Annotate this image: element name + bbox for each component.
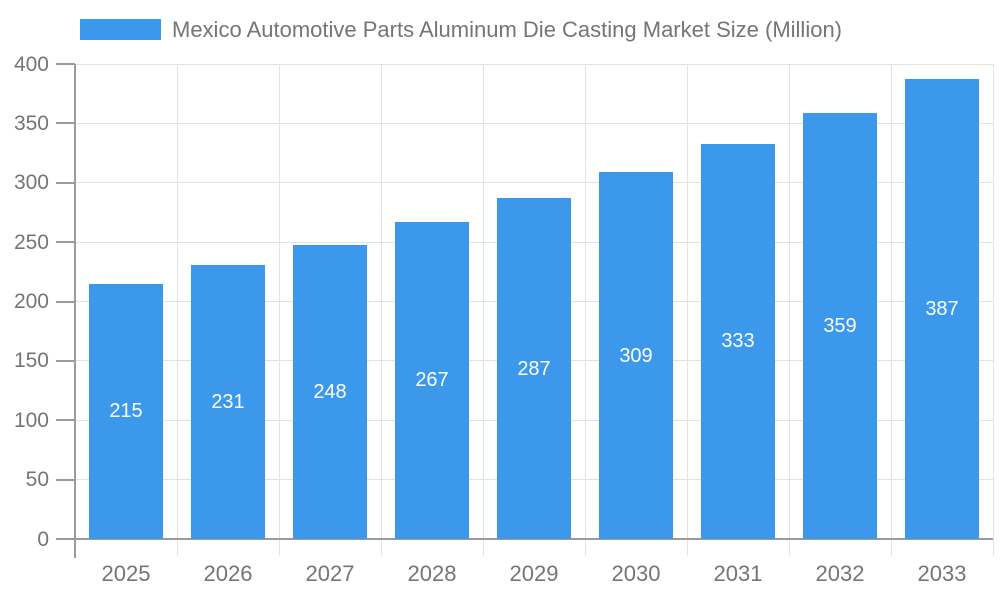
bar-value-label: 215 (109, 400, 143, 423)
bar-value-label: 359 (823, 314, 857, 337)
y-tick-label: 100 (13, 408, 49, 432)
bar[interactable] (293, 244, 367, 539)
y-tick-label: 150 (13, 349, 49, 373)
x-tick-label: 2026 (203, 561, 253, 586)
legend-swatch (80, 19, 161, 40)
y-axis-tick (56, 419, 75, 422)
y-axis-tick (56, 181, 75, 184)
bar-value-label: 309 (619, 344, 653, 367)
bar[interactable] (803, 112, 877, 539)
gridline-vertical (380, 64, 382, 556)
bar[interactable] (191, 264, 265, 539)
bar-value-label: 231 (211, 390, 245, 413)
bar-value-label: 267 (415, 369, 449, 392)
bar[interactable] (89, 283, 163, 539)
bar[interactable] (701, 143, 775, 539)
x-tick-label: 2027 (305, 561, 355, 586)
y-tick-label: 250 (13, 230, 49, 254)
x-tick-label: 2032 (815, 561, 865, 586)
y-axis-tick (56, 241, 75, 244)
gridline-vertical (176, 64, 178, 556)
gridline-vertical (482, 64, 484, 556)
x-tick-label: 2033 (917, 561, 967, 586)
y-tick-label: 400 (13, 52, 49, 76)
y-axis-tick (56, 478, 75, 481)
y-axis-tick (56, 122, 75, 125)
gridline-vertical (278, 64, 280, 556)
x-tick-label: 2030 (611, 561, 661, 586)
y-axis-tick (56, 538, 75, 540)
y-tick-label: 50 (25, 468, 49, 492)
y-axis-tick (56, 300, 75, 303)
y-axis-tick (56, 359, 75, 362)
bar-value-label: 387 (925, 298, 959, 321)
x-tick-label: 2028 (407, 561, 457, 586)
gridline-vertical (992, 64, 994, 556)
gridline-vertical (584, 64, 586, 556)
bar[interactable] (905, 79, 979, 539)
bar[interactable] (497, 198, 571, 539)
y-axis-line (74, 64, 76, 558)
y-axis-tick (56, 63, 75, 65)
gridline-horizontal (75, 122, 993, 124)
bar-value-label: 287 (517, 357, 551, 380)
x-axis-line (75, 538, 993, 540)
y-tick-label: 200 (13, 290, 49, 313)
y-tick-label: 300 (13, 171, 49, 195)
gridline-vertical (890, 64, 892, 556)
bar-value-label: 333 (721, 330, 755, 353)
gridline-horizontal (75, 63, 993, 65)
bar-value-label: 248 (313, 380, 347, 403)
gridline-horizontal (75, 182, 993, 184)
gridline-vertical (788, 64, 790, 556)
y-tick-label: 350 (13, 111, 49, 135)
legend-label: Mexico Automotive Parts Aluminum Die Cas… (172, 17, 843, 42)
legend[interactable]: Mexico Automotive Parts Aluminum Die Cas… (0, 0, 1000, 50)
bar[interactable] (599, 172, 673, 539)
x-tick-label: 2031 (713, 561, 763, 586)
bar[interactable] (395, 221, 469, 539)
gridline-vertical (686, 64, 688, 556)
x-tick-label: 2025 (101, 561, 151, 586)
x-tick-label: 2029 (509, 561, 559, 586)
y-tick-label: 0 (37, 527, 49, 551)
